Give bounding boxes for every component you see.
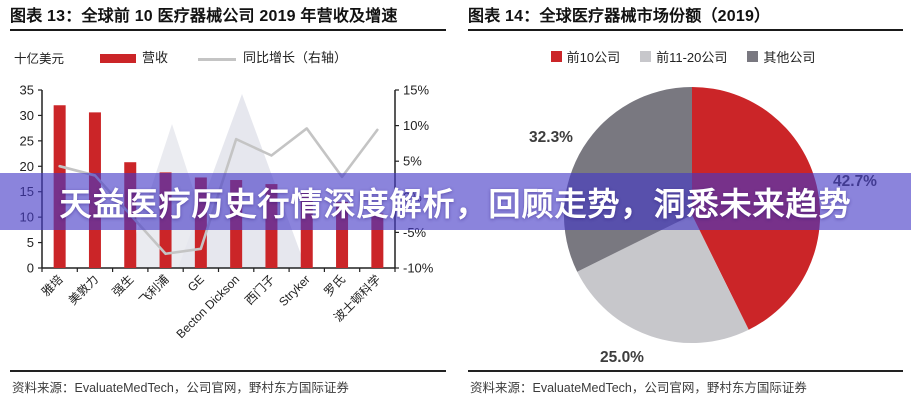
pie-legend-label: 前11-20公司 (656, 50, 728, 65)
category-label: 飞利浦 (136, 272, 171, 307)
left-chart-title: 图表 13：全球前 10 医疗器械公司 2019 年营收及增速 (10, 8, 398, 25)
right-chart-title: 图表 14：全球医疗器械市场份额（2019） (468, 8, 771, 25)
revenue-legend-label: 营收 (142, 50, 169, 65)
left-axis-tick-label: 5 (27, 235, 34, 250)
pie-legend-item-others: 其他公司 (747, 47, 815, 66)
pie-data-label: 32.3% (529, 129, 573, 146)
growth-legend-label: 同比增长（右轴） (243, 50, 348, 65)
top10-swatch-icon (550, 51, 562, 62)
category-label: Becton Dickson (173, 272, 242, 341)
pie-data-label: 25.0% (600, 349, 644, 366)
right-axis-tick-label: 15% (403, 83, 429, 98)
category-label: GE (185, 272, 207, 294)
left-axis-tick-label: 20 (20, 159, 34, 174)
promo-banner-text: 天益医疗历史行情深度解析，回顾走势，洞悉未来趋势 (59, 185, 852, 222)
right-axis-tick-label: 10% (403, 118, 429, 133)
pie-legend: 前10公司 前11-20公司 其他公司 (455, 47, 911, 66)
right-axis-tick-label: 5% (403, 154, 422, 169)
left-axis-tick-label: 35 (20, 83, 34, 98)
left-title-rule (10, 29, 446, 31)
revenue-legend-swatch (100, 54, 136, 63)
category-label: 罗氏 (321, 272, 348, 299)
left-axis-unit-label: 十亿美元 (14, 52, 65, 66)
others-swatch-icon (747, 51, 759, 62)
left-source-rule (10, 370, 446, 372)
category-label: 西门子 (241, 272, 277, 308)
right-axis-tick-label: -10% (403, 261, 434, 276)
left-axis-tick-label: 25 (20, 133, 34, 148)
pie-legend-label: 前10公司 (566, 50, 621, 65)
category-label: 美敦力 (65, 272, 101, 308)
pie-legend-item-11to20: 前11-20公司 (640, 47, 727, 66)
pie-legend-item-top10: 前10公司 (550, 47, 621, 66)
rank11-20-swatch-icon (640, 51, 652, 62)
category-label: 强生 (109, 272, 136, 299)
promo-banner-overlay: 天益医疗历史行情深度解析，回顾走势，洞悉未来趋势 (0, 173, 911, 230)
category-label: 雅培 (38, 272, 66, 300)
pie-slice-前11-20公司 (577, 215, 749, 344)
right-title-rule (468, 29, 903, 31)
right-source-text: 资料来源：EvaluateMedTech，公司官网，野村东方国际证券 (470, 381, 807, 395)
pie-legend-label: 其他公司 (763, 50, 816, 65)
left-source-text: 资料来源：EvaluateMedTech，公司官网，野村东方国际证券 (12, 381, 349, 395)
left-axis-tick-label: 0 (27, 261, 34, 276)
left-axis-tick-label: 30 (20, 108, 34, 123)
growth-legend-swatch (198, 58, 236, 61)
right-source-rule (468, 370, 903, 372)
category-label: Stryker (276, 272, 313, 309)
